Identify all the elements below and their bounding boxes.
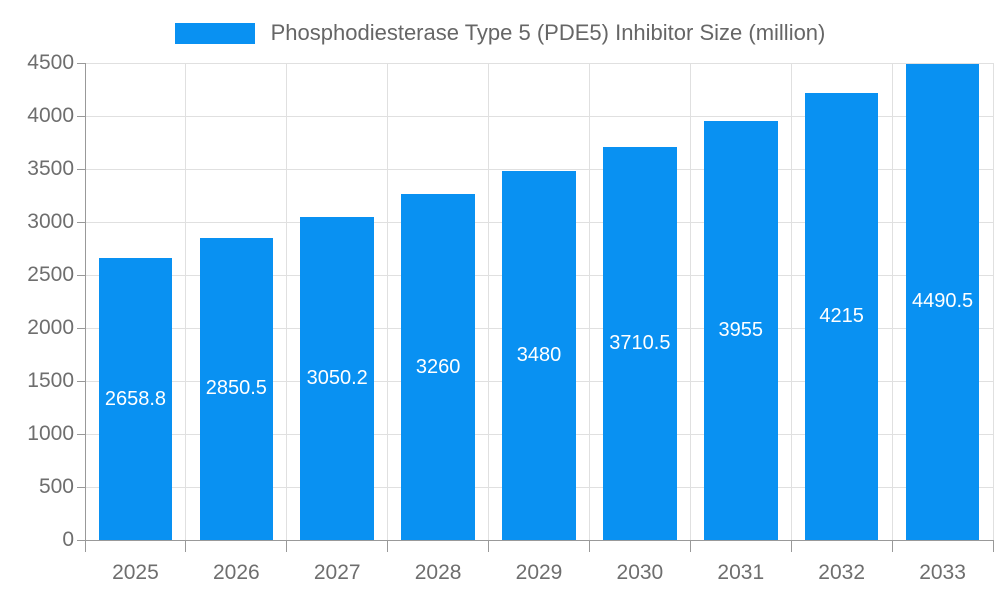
y-axis-label: 4500 <box>27 51 74 74</box>
x-axis-label: 2029 <box>515 561 563 584</box>
bar[interactable]: 4490.5 <box>905 64 980 540</box>
bar-value-label: 2850.5 <box>205 377 267 400</box>
bar[interactable]: 2658.8 <box>98 258 173 540</box>
y-axis-tick <box>77 168 85 170</box>
bar[interactable]: 3050.2 <box>300 216 375 540</box>
v-gridline <box>992 63 994 540</box>
y-axis-label: 500 <box>38 475 74 498</box>
x-axis-label: 2028 <box>414 561 462 584</box>
y-axis-tick <box>77 433 85 435</box>
h-gridline <box>85 168 993 170</box>
bar-value-label: 4215 <box>819 305 864 328</box>
legend-label: Phosphodiesterase Type 5 (PDE5) Inhibito… <box>270 20 826 45</box>
y-axis-tick <box>77 327 85 329</box>
x-axis-label: 2027 <box>313 561 361 584</box>
x-axis-tick <box>689 540 691 552</box>
y-axis-label: 2500 <box>27 263 74 286</box>
v-gridline <box>790 63 792 540</box>
y-axis-tick <box>77 221 85 223</box>
y-axis-label: 4000 <box>27 104 74 127</box>
x-axis-tick <box>488 540 490 552</box>
bar-value-label: 3480 <box>516 344 562 367</box>
y-axis-label: 3500 <box>27 157 74 180</box>
x-axis-tick <box>790 540 792 552</box>
legend-swatch <box>174 22 255 44</box>
y-axis-tick <box>77 380 85 382</box>
bar-value-label: 3710.5 <box>609 331 671 354</box>
x-axis-label: 2026 <box>212 561 260 584</box>
x-axis-tick <box>185 540 187 552</box>
x-axis-label: 2030 <box>616 561 664 584</box>
v-gridline <box>588 63 590 540</box>
v-gridline <box>387 63 389 540</box>
y-axis-label: 3000 <box>27 210 74 233</box>
bar-value-label: 4490.5 <box>911 290 974 313</box>
y-axis-label: 1000 <box>27 422 74 445</box>
bar-value-label: 2658.8 <box>104 387 167 410</box>
bar[interactable]: 3955 <box>703 120 778 540</box>
bar[interactable]: 3480 <box>502 171 576 540</box>
x-axis-tick <box>891 540 893 552</box>
bar[interactable]: 2850.5 <box>199 237 274 540</box>
bar[interactable]: 3710.5 <box>603 146 677 540</box>
y-axis-line <box>84 63 86 540</box>
legend[interactable]: Phosphodiesterase Type 5 (PDE5) Inhibito… <box>0 20 1000 46</box>
v-gridline <box>185 63 187 540</box>
v-gridline <box>488 63 490 540</box>
x-axis-label: 2025 <box>112 561 159 584</box>
bar-value-label: 3260 <box>415 355 461 378</box>
y-axis-tick <box>77 274 85 276</box>
v-gridline <box>286 63 288 540</box>
x-axis-tick <box>84 540 86 552</box>
y-axis-label: 0 <box>62 528 74 551</box>
y-axis-tick <box>77 115 85 117</box>
bar[interactable]: 4215 <box>804 93 879 540</box>
x-axis-label: 2031 <box>717 561 765 584</box>
x-axis-label: 2033 <box>919 561 966 584</box>
y-axis-tick <box>77 62 85 64</box>
y-axis-tick <box>77 486 85 488</box>
v-gridline <box>689 63 691 540</box>
bar-value-label: 3955 <box>718 318 764 341</box>
bar[interactable]: 3260 <box>401 194 475 540</box>
h-gridline <box>85 62 993 64</box>
x-axis-tick <box>992 540 994 552</box>
x-axis-label: 2032 <box>818 561 866 584</box>
y-axis-tick <box>77 539 85 541</box>
x-axis-tick <box>387 540 389 552</box>
bar-value-label: 3050.2 <box>306 366 368 389</box>
y-axis-label: 2000 <box>27 316 74 339</box>
h-gridline <box>85 115 993 117</box>
x-axis-tick <box>588 540 590 552</box>
y-axis-label: 1500 <box>27 369 74 392</box>
x-axis-tick <box>286 540 288 552</box>
v-gridline <box>891 63 893 540</box>
x-axis-line <box>85 539 993 541</box>
